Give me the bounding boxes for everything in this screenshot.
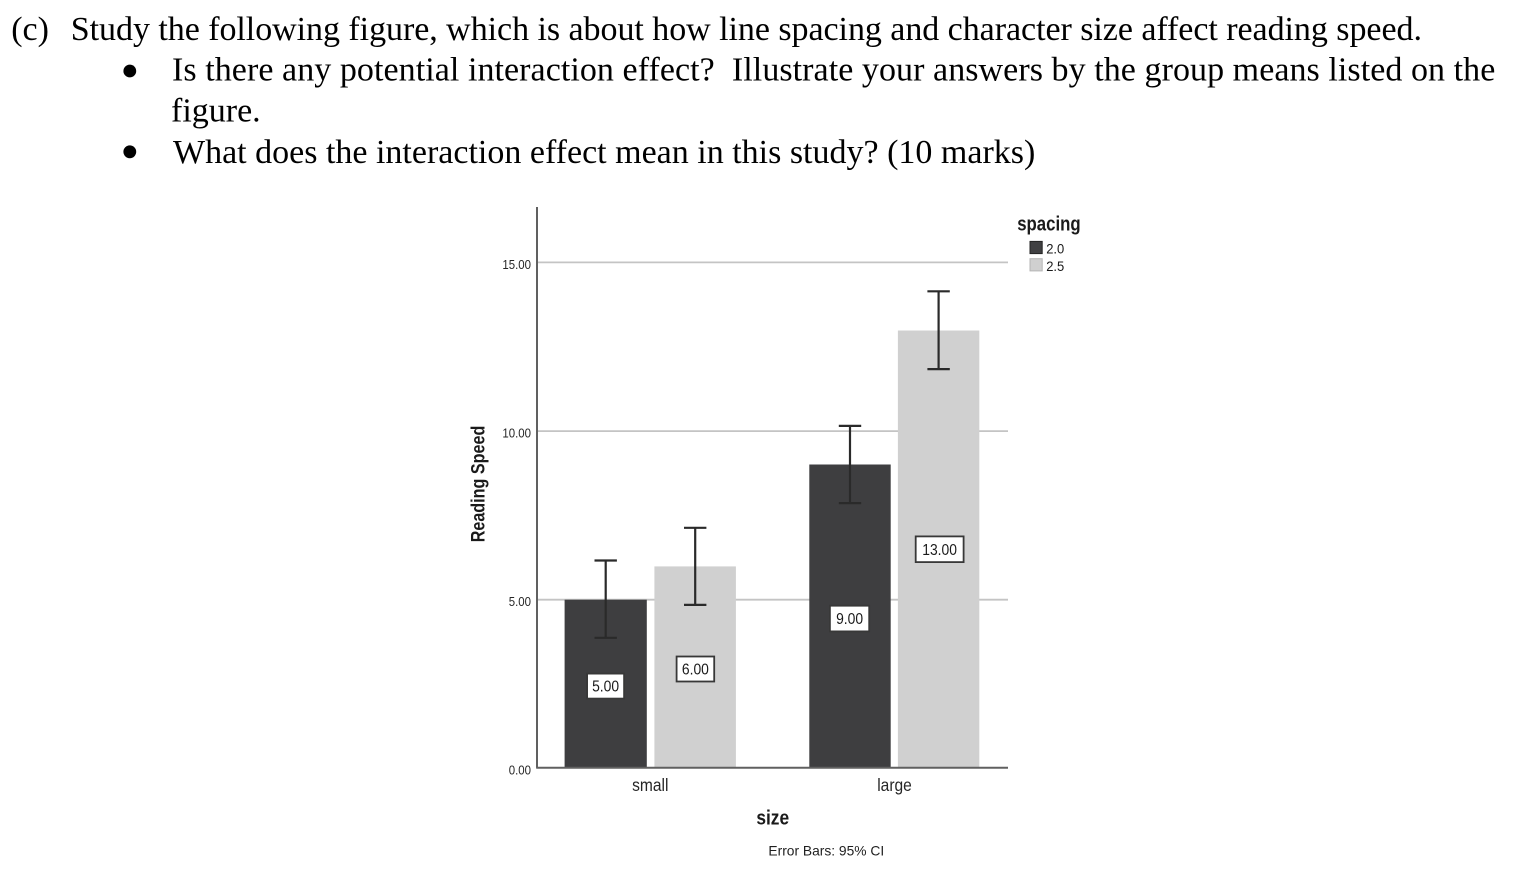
svg-text:5.00: 5.00	[592, 679, 619, 696]
svg-text:(c): (c)	[11, 11, 49, 48]
svg-text:Reading Speed: Reading Speed	[467, 426, 489, 543]
svg-text:2.0: 2.0	[1046, 241, 1064, 256]
svg-text:figure.: figure.	[171, 93, 261, 130]
svg-text:Error Bars: 95% CI: Error Bars: 95% CI	[768, 843, 884, 858]
svg-text:2.5: 2.5	[1046, 259, 1064, 274]
svg-text:Study the following figure, wh: Study the following figure, which is abo…	[71, 11, 1422, 48]
svg-text:13.00: 13.00	[922, 542, 957, 559]
svg-text:small: small	[632, 775, 668, 795]
svg-text:5.00: 5.00	[509, 594, 531, 609]
svg-text:large: large	[877, 775, 912, 795]
svg-text:size: size	[756, 806, 789, 828]
svg-text:9.00: 9.00	[836, 612, 863, 629]
svg-text:What does the interaction effe: What does the interaction effect mean in…	[173, 134, 1035, 171]
svg-text:Is there any potential interac: Is there any potential interaction effec…	[172, 52, 1495, 89]
svg-text:spacing: spacing	[1017, 212, 1080, 235]
svg-text:0.00: 0.00	[509, 763, 531, 778]
svg-text:10.00: 10.00	[502, 426, 531, 441]
svg-text:6.00: 6.00	[682, 662, 709, 679]
svg-text:15.00: 15.00	[502, 257, 531, 272]
